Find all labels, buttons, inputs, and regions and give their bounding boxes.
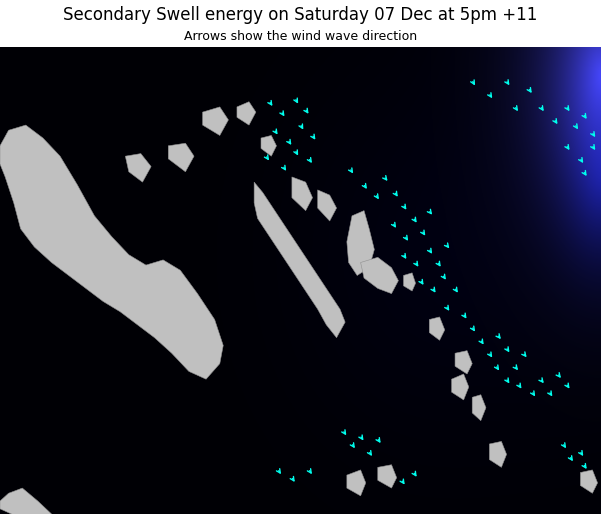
Text: Secondary Swell energy on Saturday 07 Dec at 5pm +11: Secondary Swell energy on Saturday 07 De… xyxy=(63,6,538,24)
Polygon shape xyxy=(347,211,374,276)
Polygon shape xyxy=(254,182,345,338)
Polygon shape xyxy=(378,465,397,488)
Polygon shape xyxy=(0,488,52,514)
Polygon shape xyxy=(0,125,223,379)
Polygon shape xyxy=(168,143,194,172)
Polygon shape xyxy=(347,470,366,496)
Polygon shape xyxy=(261,136,276,156)
Polygon shape xyxy=(318,190,337,221)
Polygon shape xyxy=(237,102,256,125)
Polygon shape xyxy=(203,107,228,136)
Text: Arrows show the wind wave direction: Arrows show the wind wave direction xyxy=(184,30,417,43)
Polygon shape xyxy=(403,273,415,291)
Polygon shape xyxy=(489,442,507,467)
Polygon shape xyxy=(455,351,472,374)
Polygon shape xyxy=(126,154,151,182)
Polygon shape xyxy=(581,470,597,493)
Polygon shape xyxy=(472,395,486,420)
Polygon shape xyxy=(361,258,398,293)
Polygon shape xyxy=(292,177,313,211)
Polygon shape xyxy=(451,374,469,400)
Polygon shape xyxy=(429,317,445,340)
